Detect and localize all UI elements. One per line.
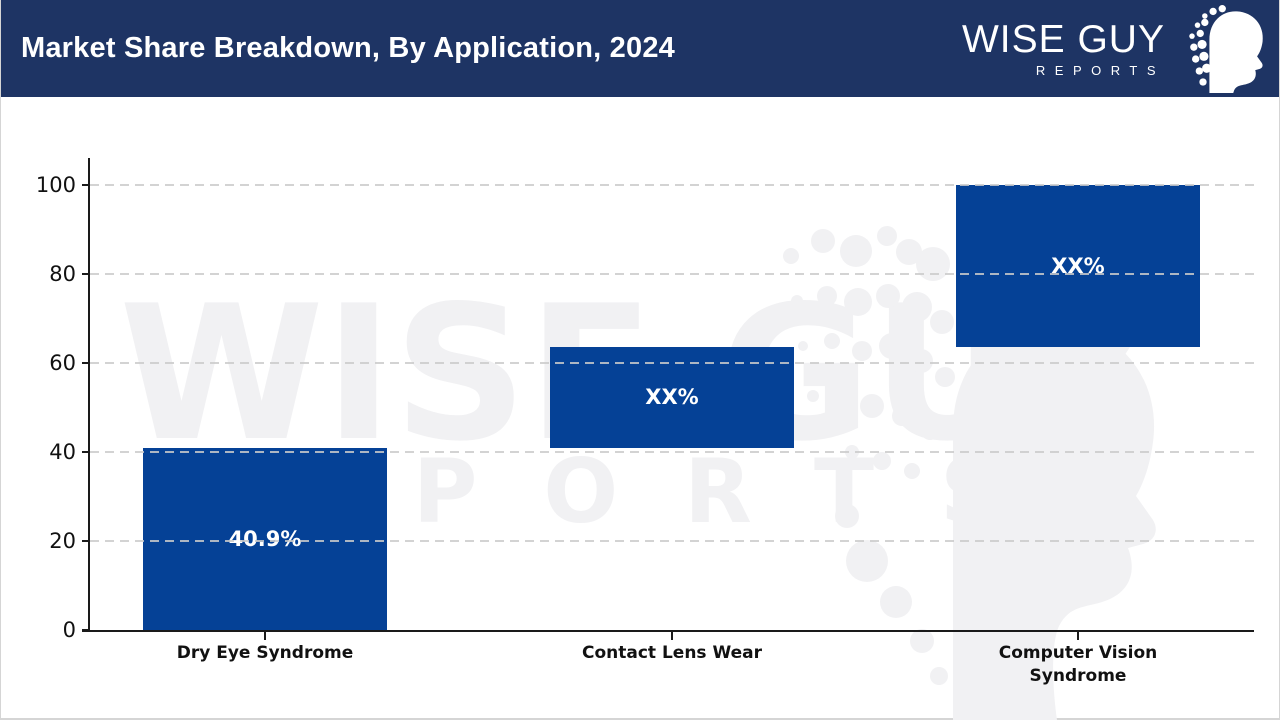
x-category-label: Dry Eye Syndrome: [176, 643, 354, 663]
brand-logo: WISE GUY REPORTS: [962, 4, 1269, 93]
page-title: Market Share Breakdown, By Application, …: [21, 32, 675, 64]
y-tick-label: 60: [49, 351, 76, 375]
y-tick-label: 40: [49, 440, 76, 464]
brand-logo-text: WISE GUY REPORTS: [962, 20, 1165, 78]
bar-segment-0: 40.9%: [143, 447, 387, 630]
gridline-100: [90, 184, 1254, 186]
brand-head-icon: [1189, 4, 1263, 93]
y-tick-label: 20: [49, 529, 76, 553]
y-tick-mark: [82, 184, 90, 186]
x-tick-mark: [671, 632, 673, 640]
y-tick-mark: [82, 362, 90, 364]
y-tick-label: 100: [35, 173, 76, 197]
x-category-label: Computer Vision Syndrome: [998, 643, 1158, 686]
bar-segment-2: XX%: [956, 185, 1200, 347]
gridline-20: [90, 540, 1254, 542]
y-tick-label: 80: [49, 262, 76, 286]
y-tick-label: 0: [62, 618, 76, 642]
header: Market Share Breakdown, By Application, …: [1, 0, 1279, 97]
bar-value-label: 40.9%: [228, 526, 302, 551]
y-tick-mark: [82, 540, 90, 542]
x-tick-mark: [264, 632, 266, 640]
gridline-40: [90, 451, 1254, 453]
x-tick-mark: [1077, 632, 1079, 640]
y-tick-mark: [82, 273, 90, 275]
bar-value-label: XX%: [645, 385, 699, 410]
y-axis: [88, 158, 90, 632]
gridline-60: [90, 362, 1254, 364]
x-axis: [82, 630, 1254, 632]
y-tick-mark: [82, 451, 90, 453]
gridline-80: [90, 273, 1254, 275]
brand-subtitle: REPORTS: [1035, 62, 1165, 78]
x-category-label: Contact Lens Wear: [581, 643, 762, 663]
brand-name: WISE GUY: [961, 17, 1165, 61]
